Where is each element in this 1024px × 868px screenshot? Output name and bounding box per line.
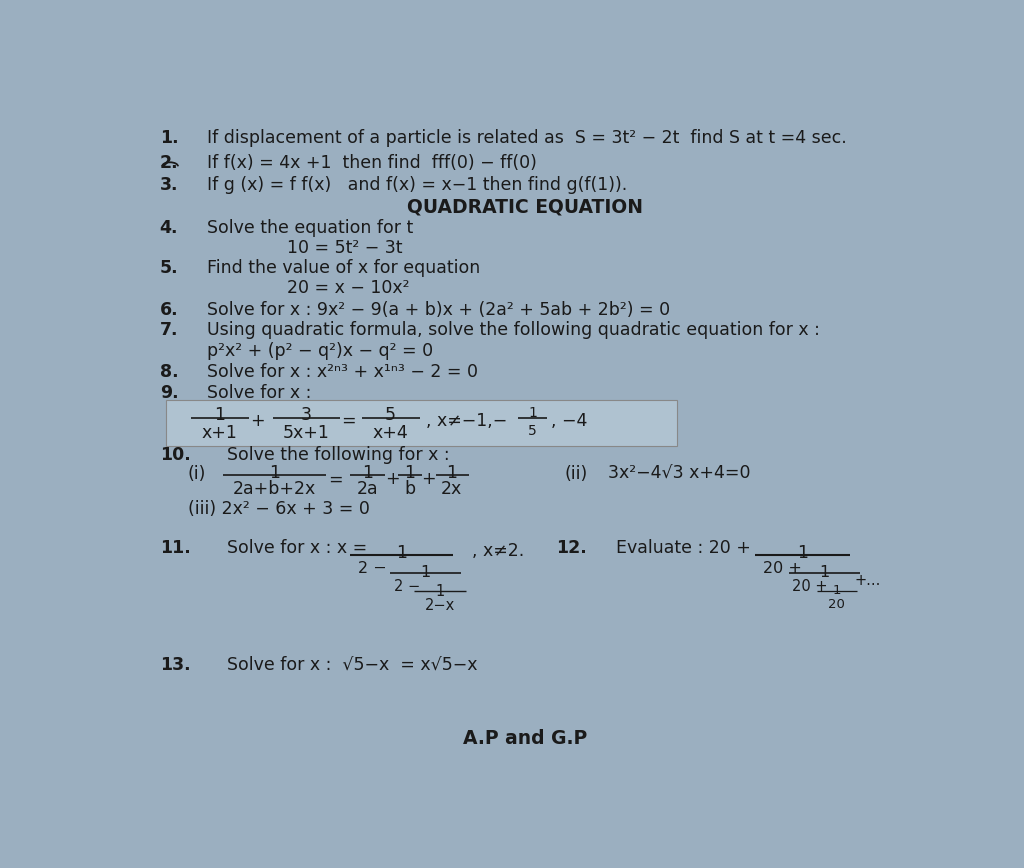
Text: 1: 1 (404, 464, 415, 482)
Text: If g (x) = f f(x)   and f(x) = x−1 then find g(f(1)).: If g (x) = f f(x) and f(x) = x−1 then fi… (207, 175, 628, 194)
Text: Solve for x :: Solve for x : (207, 384, 311, 402)
Text: , x≠2.: , x≠2. (461, 542, 524, 560)
Text: 1: 1 (819, 565, 829, 581)
Text: 10.: 10. (160, 446, 190, 464)
Text: +: + (250, 411, 264, 430)
Text: 9.: 9. (160, 384, 178, 402)
Text: 3x²−4√3 x+4=0: 3x²−4√3 x+4=0 (608, 465, 751, 483)
Text: 5x+1: 5x+1 (283, 424, 330, 442)
Text: 2 −: 2 − (394, 579, 420, 595)
Text: Solve for x : x =: Solve for x : x = (227, 538, 368, 556)
Text: 2a+b+2x: 2a+b+2x (233, 481, 316, 498)
Text: A.P and G.P: A.P and G.P (463, 729, 587, 748)
Text: +...: +... (855, 573, 882, 588)
Text: 1: 1 (435, 584, 444, 599)
Text: 1: 1 (214, 406, 224, 424)
Text: 1: 1 (446, 464, 458, 482)
Text: 13.: 13. (160, 655, 190, 674)
Text: 2x: 2x (441, 481, 463, 498)
Text: (ii): (ii) (564, 465, 588, 483)
Text: 8.: 8. (160, 363, 178, 381)
Text: 12.: 12. (557, 538, 588, 556)
Text: 10 = 5t² − 3t: 10 = 5t² − 3t (287, 240, 402, 257)
Text: 2 −: 2 − (358, 561, 387, 575)
Text: +: + (421, 470, 435, 489)
Text: Solve for x :  √5−x  = x√5−x: Solve for x : √5−x = x√5−x (227, 655, 478, 674)
Text: 5: 5 (384, 406, 395, 424)
Text: 6.: 6. (160, 300, 178, 319)
Text: 1: 1 (421, 565, 431, 581)
Text: If f(x) = 4x +1  then find  fff(0) − ff(0): If f(x) = 4x +1 then find fff(0) − ff(0) (207, 155, 538, 172)
Text: 20 +: 20 + (763, 561, 802, 575)
Text: 3.: 3. (160, 175, 178, 194)
Text: +: + (385, 470, 399, 489)
Text: (i): (i) (187, 465, 206, 483)
Text: Solve the equation for t: Solve the equation for t (207, 219, 414, 237)
Text: =: = (329, 470, 343, 489)
Text: QUADRATIC EQUATION: QUADRATIC EQUATION (407, 198, 643, 217)
Text: (iii) 2x² − 6x + 3 = 0: (iii) 2x² − 6x + 3 = 0 (187, 500, 370, 518)
Text: , x≠−1,−: , x≠−1,− (426, 411, 508, 430)
Text: Solve the following for x :: Solve the following for x : (227, 446, 450, 464)
Text: 4.: 4. (160, 219, 178, 237)
Text: 2−x: 2−x (425, 598, 455, 613)
Text: Using quadratic formula, solve the following quadratic equation for x :: Using quadratic formula, solve the follo… (207, 321, 820, 339)
Text: b: b (404, 481, 416, 498)
Text: Solve for x : 9x² − 9(a + b)x + (2a² + 5ab + 2b²) = 0: Solve for x : 9x² − 9(a + b)x + (2a² + 5… (207, 300, 671, 319)
Text: =: = (341, 411, 356, 430)
Text: x+1: x+1 (202, 424, 238, 442)
Text: 1: 1 (528, 406, 538, 420)
Text: 7.: 7. (160, 321, 178, 339)
Text: 2a: 2a (356, 481, 379, 498)
Text: 1: 1 (797, 544, 808, 562)
Text: 2.: 2. (160, 155, 178, 172)
Text: 1: 1 (362, 464, 373, 482)
Text: p²x² + (p² − q²)x − q² = 0: p²x² + (p² − q²)x − q² = 0 (207, 342, 433, 360)
Text: 20: 20 (828, 598, 845, 611)
Text: , −4: , −4 (551, 411, 588, 430)
Text: Solve for x : x²ⁿ³ + x¹ⁿ³ − 2 = 0: Solve for x : x²ⁿ³ + x¹ⁿ³ − 2 = 0 (207, 363, 478, 381)
Text: 5.: 5. (160, 260, 178, 277)
Text: 20 +: 20 + (793, 579, 827, 595)
Text: Evaluate : 20 +: Evaluate : 20 + (616, 538, 751, 556)
Text: 1: 1 (269, 464, 281, 482)
Text: x+4: x+4 (372, 424, 408, 442)
Text: If displacement of a particle is related as  S = 3t² − 2t  find S at t =4 sec.: If displacement of a particle is related… (207, 128, 847, 147)
Text: 11.: 11. (160, 538, 190, 556)
Text: 1: 1 (833, 584, 841, 597)
Text: 20 = x − 10x²: 20 = x − 10x² (287, 279, 410, 297)
Text: 3: 3 (301, 406, 312, 424)
Text: 1.: 1. (160, 128, 178, 147)
Text: 5: 5 (528, 424, 538, 437)
Text: Find the value of x for equation: Find the value of x for equation (207, 260, 480, 277)
FancyBboxPatch shape (166, 400, 677, 446)
Text: 1: 1 (396, 544, 408, 562)
